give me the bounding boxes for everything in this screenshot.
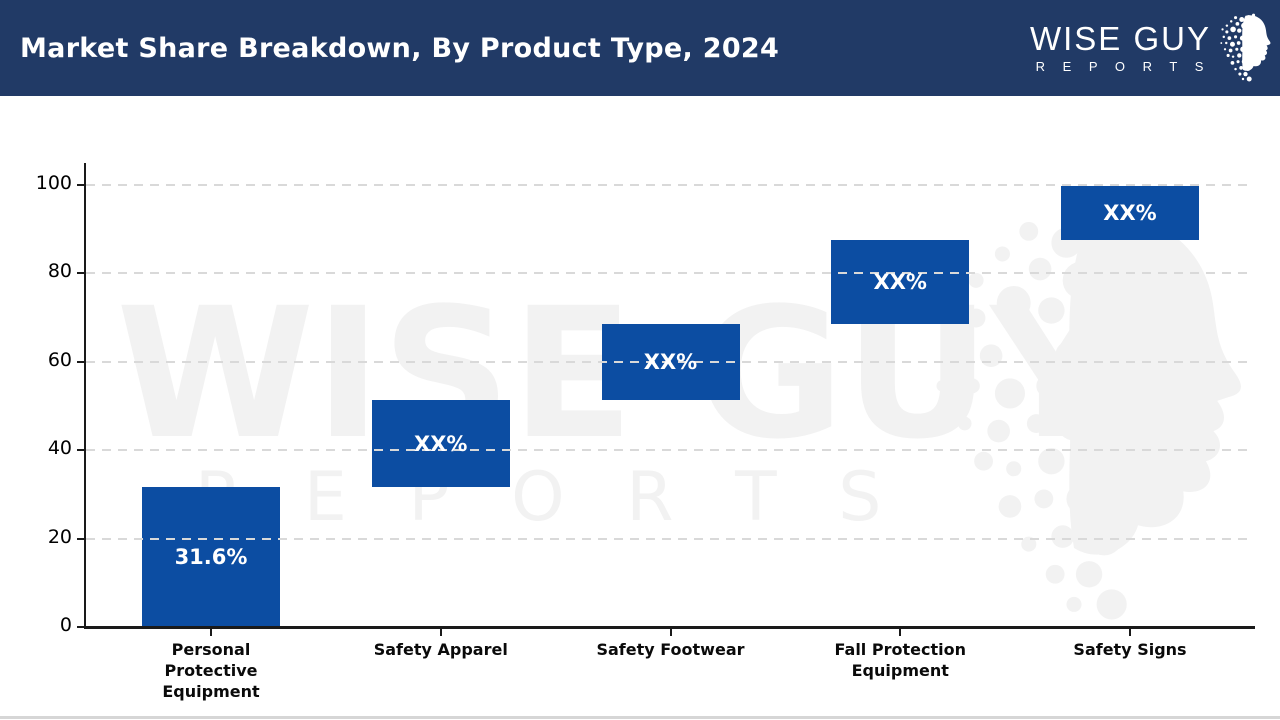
- bar-value-label-safety-apparel: XX%: [414, 431, 468, 456]
- y-axis-spine: [84, 163, 86, 629]
- logo-text-block: WISE GUY R E P O R T S: [1030, 22, 1211, 74]
- bottom-border: [0, 716, 1280, 719]
- x-tick-safety-signs: [1129, 629, 1131, 636]
- bar-personal-protective-equipment: [142, 487, 280, 627]
- x-tick-label-personal-protective-equipment: Personal Protective Equipment: [162, 640, 260, 701]
- page-title: Market Share Breakdown, By Product Type,…: [20, 32, 780, 64]
- bar-safety-apparel: [371, 399, 510, 488]
- y-tick-40: [77, 449, 85, 452]
- y-tick-label-0: 0: [59, 614, 72, 636]
- bar-fall-protection-equipment: [831, 240, 970, 325]
- x-tick-label-safety-footwear: Safety Footwear: [596, 640, 745, 659]
- x-tick-safety-footwear: [669, 629, 672, 636]
- x-tick-personal-protective-equipment: [210, 629, 212, 636]
- y-tick-label-20: 20: [47, 525, 72, 548]
- gridline-20: [86, 537, 1254, 540]
- header-bar: Market Share Breakdown, By Product Type,…: [0, 0, 1280, 96]
- wiseguy-head-icon: [1220, 13, 1271, 82]
- x-tick-label-safety-apparel: Safety Apparel: [373, 640, 508, 659]
- y-tick-60: [77, 360, 85, 363]
- x-tick-fall-protection-equipment: [899, 629, 902, 636]
- gridline-100: [86, 184, 1254, 186]
- y-tick-label-60: 60: [47, 348, 72, 371]
- bar-value-label-fall-protection-equipment: XX%: [873, 270, 927, 295]
- watermark-tagline: R E P O R T S: [195, 458, 902, 537]
- y-tick-label-40: 40: [47, 437, 72, 460]
- y-tick-80: [77, 272, 85, 275]
- x-tick-label-safety-signs: Safety Signs: [1073, 640, 1187, 659]
- y-tick-20: [77, 537, 85, 540]
- bar-value-label-personal-protective-equipment: 31.6%: [174, 545, 248, 570]
- bar-safety-signs: [1061, 185, 1199, 241]
- logo-tagline: R E P O R T S: [1035, 58, 1211, 74]
- gridline-60: [86, 360, 1254, 363]
- watermark-head-icon: [936, 206, 1241, 620]
- bar-value-label-safety-footwear: XX%: [643, 350, 698, 374]
- wiseguy-logo: WISE GUY R E P O R T S: [1030, 7, 1274, 89]
- y-tick-100: [77, 184, 85, 186]
- bar-value-label-safety-signs: XX%: [1103, 201, 1157, 226]
- y-tick-label-80: 80: [47, 260, 72, 283]
- x-tick-safety-apparel: [439, 629, 442, 636]
- x-axis-spine: [84, 626, 1255, 629]
- gridline-40: [86, 449, 1254, 452]
- logo-name: WISE GUY: [1029, 20, 1211, 58]
- x-tick-label-fall-protection-equipment: Fall Protection Equipment: [834, 640, 966, 680]
- y-tick-0: [77, 626, 85, 628]
- y-tick-label-100: 100: [35, 172, 72, 194]
- gridline-80: [86, 272, 1254, 275]
